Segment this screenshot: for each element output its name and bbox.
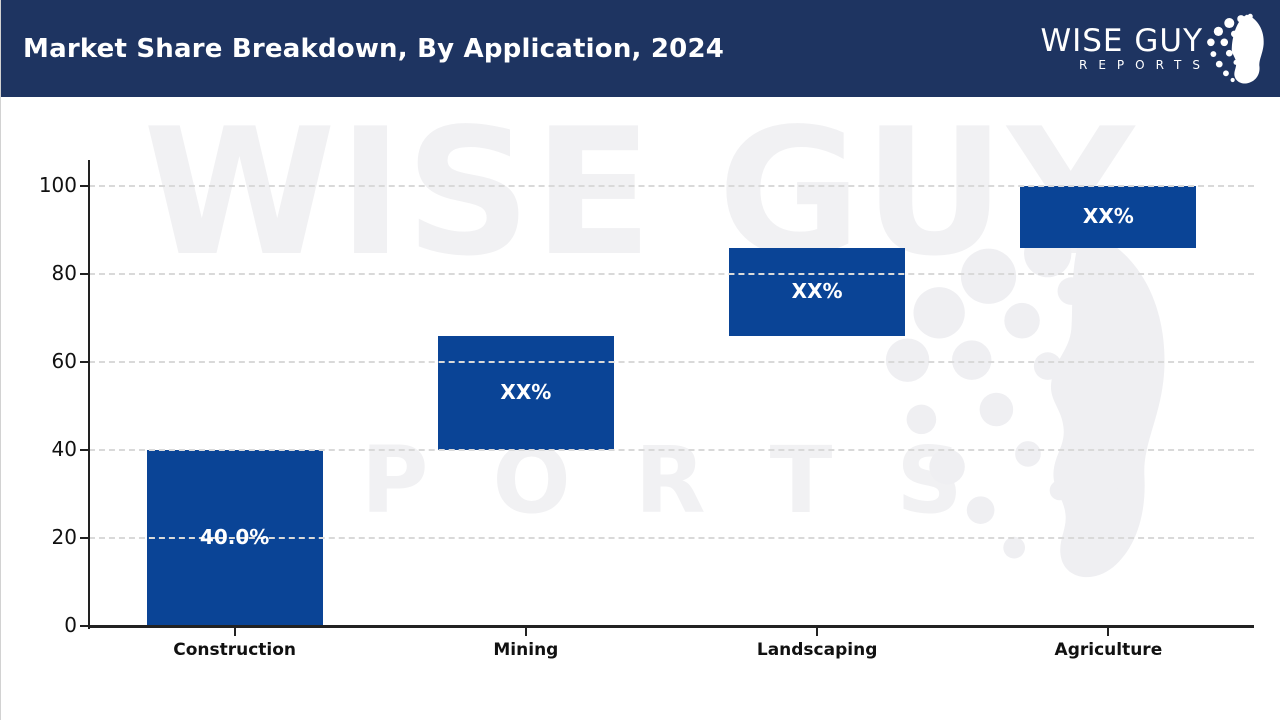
y-tick-label: 40 [51,437,77,461]
y-tick [80,361,88,363]
gridline-60 [89,361,1254,363]
y-tick [80,625,88,627]
bar-value-label: XX% [1082,203,1134,228]
x-category-label: Construction [173,640,297,660]
y-tick [80,449,88,451]
logo-face-icon [1207,13,1264,84]
gridline-80 [89,273,1254,275]
page-title: Market Share Breakdown, By Application, … [23,33,725,64]
x-tick [816,628,819,636]
plot: 0 20 40 60 80 100 Construction 40.0% Mining XX% La… [1,97,1280,720]
bar-agriculture [1020,186,1197,248]
x-category-label: Agriculture [1054,640,1163,660]
bar-landscaping [729,247,906,336]
y-tick-label: 100 [38,173,77,197]
x-tick [1107,628,1110,636]
y-tick [80,537,88,539]
wise-guy-logo: WISE GUY REPORTS [1040,9,1267,89]
gridline-20 [89,537,1254,539]
x-axis-line [88,625,1254,628]
x-tick [524,628,527,636]
gridline-40 [89,449,1254,451]
x-tick [233,628,236,636]
bar-value-label: XX% [791,278,843,303]
y-tick-label: 20 [51,525,77,549]
y-tick-label: 0 [64,613,77,637]
y-axis-line [88,160,90,629]
bar-mining [437,335,614,450]
y-tick [80,273,88,275]
header-bar: Market Share Breakdown, By Application, … [1,0,1280,97]
x-category-label: Mining [493,640,559,660]
bar-value-label: XX% [500,379,552,404]
chart-area: WISE GUY P O R T S 0 20 40 60 80 100 Construct… [1,97,1280,720]
y-tick [80,185,88,187]
x-category-label: Landscaping [756,640,878,660]
logo-tagline: REPORTS [1078,58,1211,73]
logo-wordmark: WISE GUY [1040,22,1203,59]
y-tick-label: 60 [51,349,77,373]
y-tick-label: 80 [51,261,77,285]
bar-value-label: 40.0% [199,525,270,549]
gridline-100 [89,185,1254,187]
logo-wordmark-block: WISE GUY REPORTS [1040,25,1203,73]
